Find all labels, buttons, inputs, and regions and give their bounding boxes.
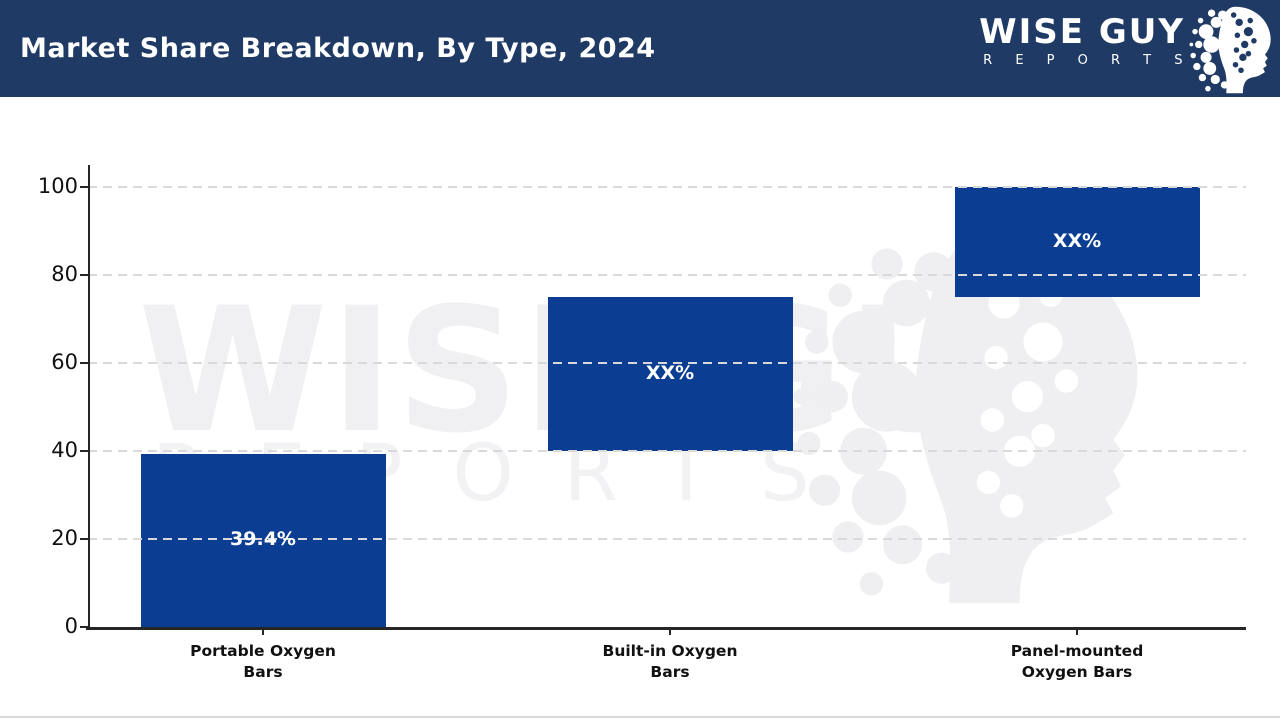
bar-value-label: XX% — [1052, 230, 1102, 252]
chart-area: WISE GUY REPORTS 02040608010039.4%Portab… — [0, 97, 1280, 720]
y-tick-label: 40 — [51, 438, 78, 462]
gridline — [88, 274, 1246, 276]
x-category-label: Panel-mounted Oxygen Bars — [927, 641, 1227, 683]
gridline — [88, 186, 1246, 188]
x-category-label-line: Portable Oxygen — [190, 642, 336, 660]
bar-segment — [954, 187, 1200, 297]
x-tick-mark — [669, 627, 671, 635]
x-tick-mark — [262, 627, 264, 635]
bar-segment — [547, 297, 793, 451]
x-category-label-line: Panel-mounted — [1010, 642, 1144, 660]
gridline — [88, 362, 1246, 364]
y-tick-mark — [80, 274, 88, 276]
gridline — [88, 538, 1246, 540]
x-category-label-line: Oxygen Bars — [1021, 663, 1133, 681]
x-category-label-line: Bars — [243, 663, 283, 681]
x-category-label: Built-in Oxygen Bars — [520, 641, 820, 683]
bar-value-label: XX% — [645, 362, 695, 384]
brand-subname: R E P O R T S — [983, 53, 1192, 69]
y-tick-label: 80 — [51, 262, 78, 286]
bar-value-label: 39.4% — [230, 528, 296, 551]
brand-name: WISE GUY — [979, 12, 1185, 52]
gridline — [88, 450, 1246, 452]
y-tick-label: 100 — [37, 174, 78, 198]
brand-logo: WISE GUY R E P O R T S — [979, 12, 1192, 69]
y-axis-spine — [88, 165, 90, 629]
y-tick-mark — [80, 626, 88, 628]
y-tick-label: 20 — [51, 526, 78, 550]
x-category-label: Portable Oxygen Bars — [113, 641, 413, 683]
x-category-label-line: Built-in Oxygen — [602, 642, 738, 660]
bar-segment — [140, 453, 386, 627]
y-tick-mark — [80, 362, 88, 364]
y-tick-mark — [80, 538, 88, 540]
x-axis-spine — [86, 627, 1246, 630]
x-category-label-line: Bars — [650, 663, 690, 681]
y-tick-label: 0 — [64, 614, 78, 638]
y-tick-label: 60 — [51, 350, 78, 374]
header-band: Market Share Breakdown, By Type, 2024 WI… — [0, 0, 1280, 97]
x-tick-mark — [1076, 627, 1078, 635]
bottom-border-line — [0, 716, 1280, 718]
y-tick-mark — [80, 450, 88, 452]
y-tick-mark — [80, 186, 88, 188]
page-title: Market Share Breakdown, By Type, 2024 — [20, 33, 656, 64]
dotted-head-icon — [1189, 6, 1271, 94]
